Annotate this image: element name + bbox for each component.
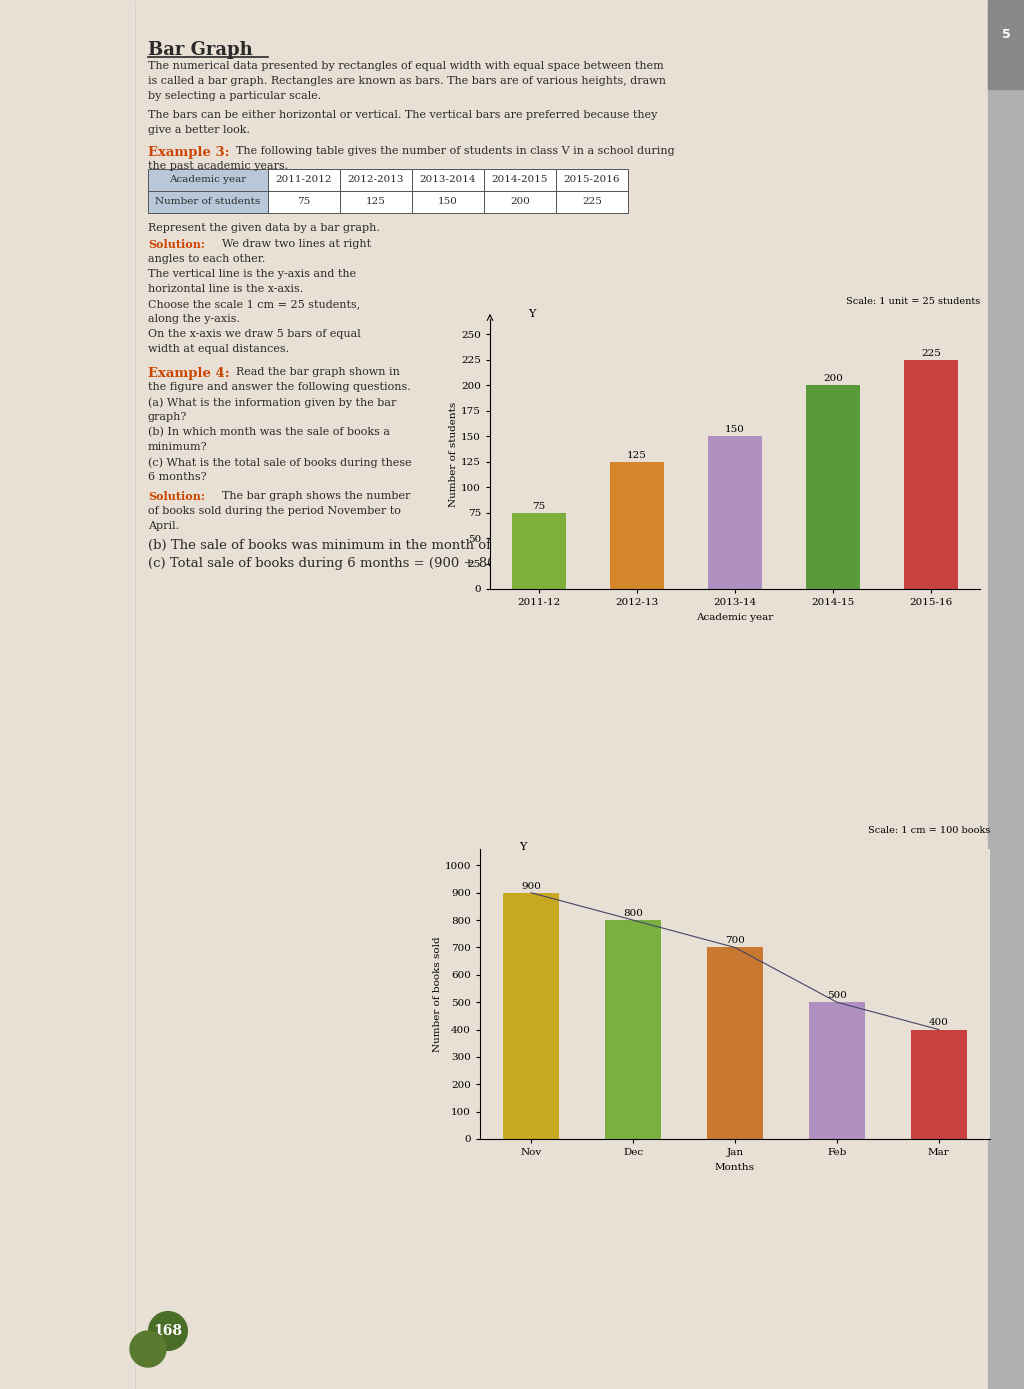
Bar <box>707 947 763 1139</box>
Bar <box>340 169 412 192</box>
Bar <box>904 360 957 589</box>
Bar <box>512 513 566 589</box>
Text: 150: 150 <box>725 425 744 435</box>
Text: Scale: 1 cm = 100 books: Scale: 1 cm = 100 books <box>867 825 990 835</box>
Text: 75: 75 <box>297 197 310 207</box>
Bar <box>148 192 268 213</box>
Circle shape <box>130 1331 166 1367</box>
Bar <box>556 192 628 213</box>
Bar <box>484 169 556 192</box>
Text: of books sold during the period November to: of books sold during the period November… <box>148 506 400 515</box>
Bar <box>268 169 340 192</box>
Text: graph?: graph? <box>148 413 187 422</box>
Text: 2014-2015: 2014-2015 <box>492 175 548 185</box>
Text: 800: 800 <box>624 908 643 918</box>
Bar <box>610 461 664 589</box>
Text: Example 4:: Example 4: <box>148 367 229 381</box>
Text: The numerical data presented by rectangles of equal width with equal space betwe: The numerical data presented by rectangl… <box>148 61 664 71</box>
Text: 225: 225 <box>921 349 941 358</box>
Text: 🌿: 🌿 <box>142 1339 154 1358</box>
Text: Y: Y <box>519 842 526 851</box>
Text: is called a bar graph. Rectangles are known as bars. The bars are of various hei: is called a bar graph. Rectangles are kn… <box>148 76 666 86</box>
Text: (b) The sale of books was minimum in the month of April.: (b) The sale of books was minimum in the… <box>148 539 532 551</box>
Text: give a better look.: give a better look. <box>148 125 250 135</box>
Text: 75: 75 <box>532 501 546 511</box>
Text: Read the bar graph shown in: Read the bar graph shown in <box>236 367 400 376</box>
Bar <box>988 0 1024 1389</box>
Text: 400: 400 <box>929 1018 948 1028</box>
Text: Solution:: Solution: <box>148 239 205 250</box>
Text: the past academic years.: the past academic years. <box>148 161 288 171</box>
Text: 2013-2014: 2013-2014 <box>420 175 476 185</box>
Text: 200: 200 <box>823 374 843 383</box>
Text: Bar Graph: Bar Graph <box>148 42 253 58</box>
Text: width at equal distances.: width at equal distances. <box>148 344 289 354</box>
Text: Scale: 1 unit = 25 students: Scale: 1 unit = 25 students <box>846 296 980 306</box>
Text: 168: 168 <box>154 1324 182 1338</box>
Bar <box>806 385 860 589</box>
Bar <box>556 169 628 192</box>
Text: 2012-2013: 2012-2013 <box>348 175 404 185</box>
Y-axis label: Number of books sold: Number of books sold <box>433 936 441 1051</box>
Text: Number of students: Number of students <box>156 197 261 207</box>
Text: horizontal line is the x-axis.: horizontal line is the x-axis. <box>148 283 303 294</box>
Text: the figure and answer the following questions.: the figure and answer the following ques… <box>148 382 411 392</box>
Text: angles to each other.: angles to each other. <box>148 254 265 264</box>
Text: Choose the scale 1 cm = 25 students,: Choose the scale 1 cm = 25 students, <box>148 299 360 308</box>
Text: Example 3:: Example 3: <box>148 146 229 158</box>
Text: 125: 125 <box>627 450 647 460</box>
X-axis label: Academic year: Academic year <box>696 613 773 622</box>
Bar <box>484 192 556 213</box>
Bar <box>988 0 1024 89</box>
Bar <box>503 893 559 1139</box>
Text: (c) What is the total sale of books during these: (c) What is the total sale of books duri… <box>148 457 412 468</box>
Text: 700: 700 <box>725 936 744 946</box>
Bar <box>148 169 268 192</box>
Bar <box>412 192 484 213</box>
Text: 6 months?: 6 months? <box>148 472 207 482</box>
Text: April.: April. <box>148 521 179 531</box>
Text: (a) What is the information given by the bar: (a) What is the information given by the… <box>148 397 396 407</box>
Text: On the x-axis we draw 5 bars of equal: On the x-axis we draw 5 bars of equal <box>148 329 360 339</box>
Text: The vertical line is the y-axis and the: The vertical line is the y-axis and the <box>148 269 356 279</box>
Text: The bars can be either horizontal or vertical. The vertical bars are preferred b: The bars can be either horizontal or ver… <box>148 110 657 119</box>
Text: 500: 500 <box>827 990 847 1000</box>
Bar <box>268 192 340 213</box>
Text: We draw two lines at right: We draw two lines at right <box>222 239 371 249</box>
Text: 2011-2012: 2011-2012 <box>275 175 332 185</box>
Text: 200: 200 <box>510 197 530 207</box>
Text: Y: Y <box>527 308 536 319</box>
Bar <box>910 1029 967 1139</box>
X-axis label: Months: Months <box>715 1163 755 1171</box>
Text: (b) In which month was the sale of books a: (b) In which month was the sale of books… <box>148 426 390 438</box>
Text: 225: 225 <box>582 197 602 207</box>
Text: 2015-2016: 2015-2016 <box>564 175 621 185</box>
Bar <box>605 920 662 1139</box>
Bar <box>809 1003 865 1139</box>
Text: Solution:: Solution: <box>148 490 205 501</box>
Text: 900: 900 <box>521 882 541 890</box>
Text: The following table gives the number of students in class V in a school during: The following table gives the number of … <box>236 146 675 156</box>
Text: by selecting a particular scale.: by selecting a particular scale. <box>148 92 322 101</box>
Text: (c) Total sale of books during 6 months = (900 + 800 + 700 + 500 + 400 + 200) = : (c) Total sale of books during 6 months … <box>148 557 716 569</box>
Text: along the y-axis.: along the y-axis. <box>148 314 240 324</box>
Text: 5: 5 <box>1001 28 1011 40</box>
Bar <box>340 192 412 213</box>
Text: minimum?: minimum? <box>148 442 208 451</box>
Text: Represent the given data by a bar graph.: Represent the given data by a bar graph. <box>148 224 380 233</box>
Text: The bar graph shows the number: The bar graph shows the number <box>222 490 411 501</box>
Bar <box>708 436 762 589</box>
Text: Academic year: Academic year <box>169 175 247 185</box>
Bar <box>412 169 484 192</box>
Text: 150: 150 <box>438 197 458 207</box>
Y-axis label: Number of students: Number of students <box>450 401 459 507</box>
Text: 125: 125 <box>366 197 386 207</box>
